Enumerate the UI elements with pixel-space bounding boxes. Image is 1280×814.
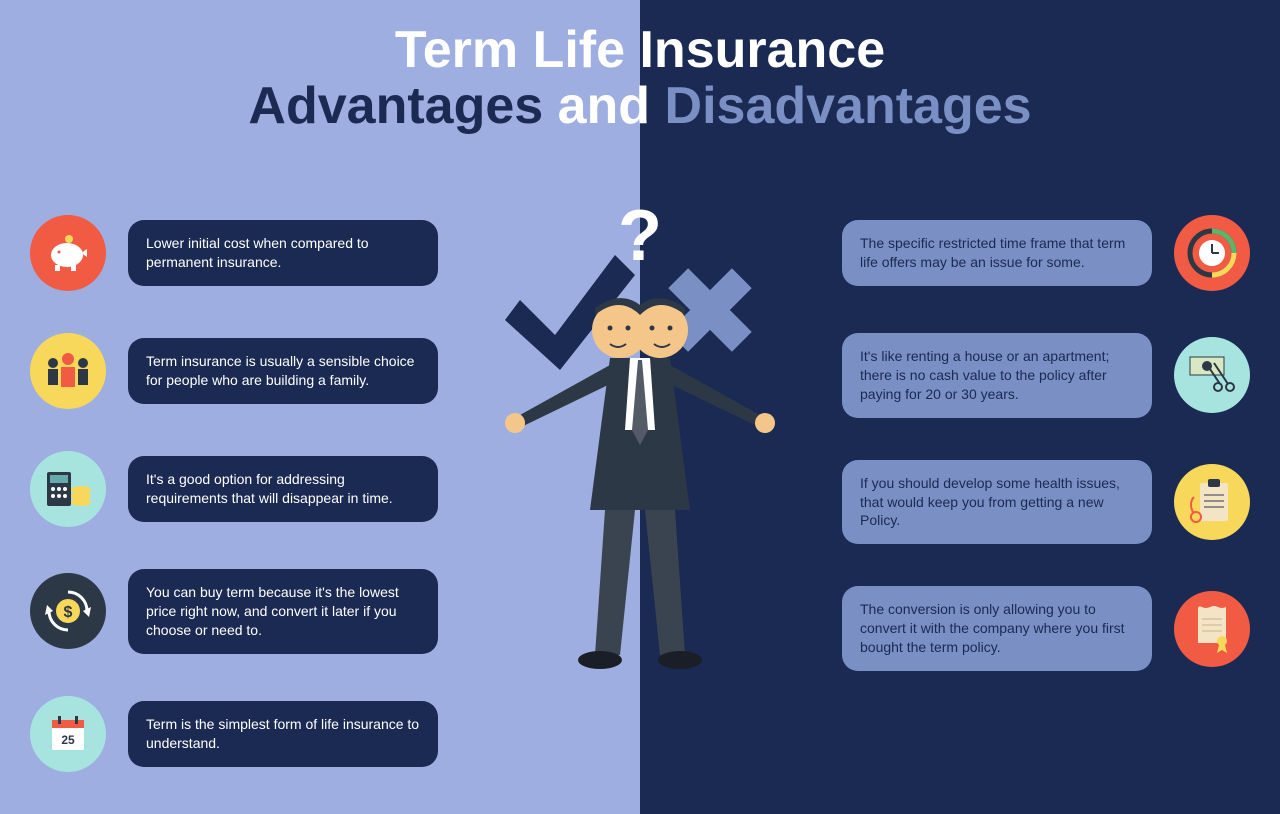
- piggy-bank-icon: [30, 215, 106, 291]
- infographic-container: Term Life Insurance Advantages and Disad…: [0, 0, 1280, 814]
- disadvantage-text: The specific restricted time frame that …: [842, 220, 1152, 286]
- calculator-icon: [30, 451, 106, 527]
- svg-text:$: $: [64, 604, 73, 621]
- title-disadvantages: Disadvantages: [665, 77, 1032, 135]
- advantage-text: Term insurance is usually a sensible cho…: [128, 338, 438, 404]
- disadvantage-item: The conversion is only allowing you to c…: [820, 586, 1250, 671]
- disadvantages-list: The specific restricted time frame that …: [820, 215, 1250, 713]
- advantage-item: 25 Term is the simplest form of life ins…: [30, 696, 460, 772]
- center-figure: ?: [460, 200, 820, 685]
- title-and: and: [558, 77, 650, 135]
- advantage-text: It's a good option for addressing requir…: [128, 456, 438, 522]
- cut-money-icon: [1174, 337, 1250, 413]
- title-line1: Term Life Insurance: [0, 20, 1280, 80]
- certificate-icon: [1174, 591, 1250, 667]
- advantage-text: You can buy term because it's the lowest…: [128, 569, 438, 654]
- advantages-list: Lower initial cost when compared to perm…: [30, 215, 460, 814]
- family-icon: [30, 333, 106, 409]
- disadvantage-item: It's like renting a house or an apartmen…: [820, 333, 1250, 418]
- disadvantage-item: The specific restricted time frame that …: [820, 215, 1250, 291]
- title-advantages: Advantages: [248, 77, 543, 135]
- convert-dollar-icon: $: [30, 573, 106, 649]
- advantage-item: It's a good option for addressing requir…: [30, 451, 460, 527]
- disadvantage-text: It's like renting a house or an apartmen…: [842, 333, 1152, 418]
- disadvantage-item: If you should develop some health issues…: [820, 460, 1250, 545]
- clock-icon: [1174, 215, 1250, 291]
- advantage-item: Term insurance is usually a sensible cho…: [30, 333, 460, 409]
- disadvantage-text: The conversion is only allowing you to c…: [842, 586, 1152, 671]
- advantage-item: Lower initial cost when compared to perm…: [30, 215, 460, 291]
- clipboard-health-icon: [1174, 464, 1250, 540]
- advantage-text: Term is the simplest form of life insura…: [128, 701, 438, 767]
- title-line2: Advantages and Disadvantages: [0, 76, 1280, 136]
- svg-text:25: 25: [61, 733, 75, 747]
- title-block: Term Life Insurance Advantages and Disad…: [0, 20, 1280, 136]
- advantage-item: $ You can buy term because it's the lowe…: [30, 569, 460, 654]
- question-mark-icon: ?: [618, 200, 662, 276]
- advantage-text: Lower initial cost when compared to perm…: [128, 220, 438, 286]
- disadvantage-text: If you should develop some health issues…: [842, 460, 1152, 545]
- calendar-icon: 25: [30, 696, 106, 772]
